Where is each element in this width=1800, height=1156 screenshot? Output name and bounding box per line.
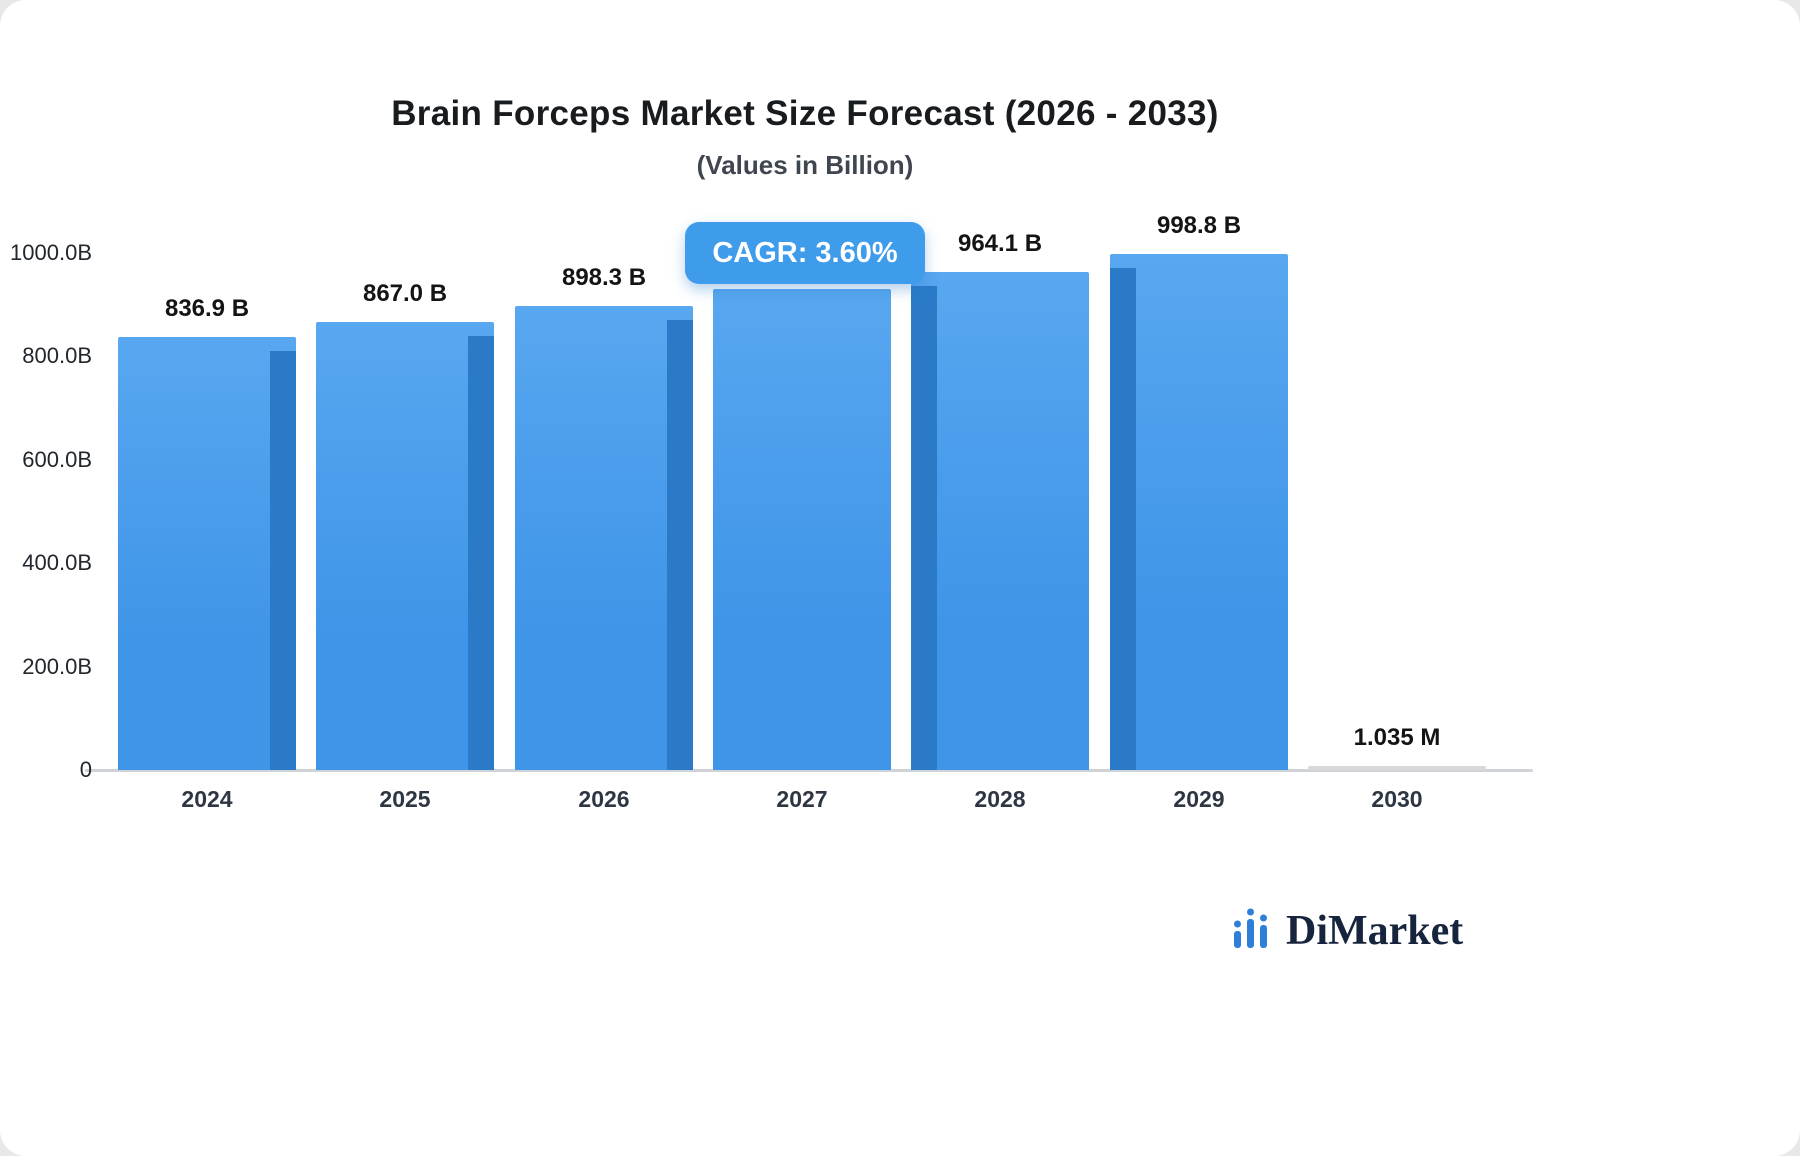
bar-value-label: 998.8 B <box>1156 212 1242 239</box>
bar-2026 <box>515 306 693 770</box>
x-axis-line <box>85 769 1533 772</box>
y-axis-tick-label: 200.0B <box>22 653 92 679</box>
bar-2025 <box>316 322 494 770</box>
bar-value-label: 867.0 B <box>362 280 448 307</box>
bar-side-shade <box>1110 268 1136 770</box>
x-axis-label: 2029 <box>1173 786 1225 812</box>
bar-2027 <box>713 289 891 770</box>
x-axis-label: 2026 <box>578 786 630 812</box>
bar-value-label: 836.9 B <box>164 295 250 322</box>
bar-2024 <box>118 337 296 770</box>
bar-value-label: 1.035 M <box>1353 724 1441 751</box>
x-axis-label: 2027 <box>776 786 828 812</box>
bar-2029 <box>1110 254 1288 770</box>
y-axis-tick-label: 800.0B <box>22 343 92 369</box>
chart-title: Brain Forceps Market Size Forecast (2026… <box>391 94 1219 133</box>
bar-value-label: 898.3 B <box>561 264 647 291</box>
bar-2028 <box>911 272 1089 770</box>
y-axis-tick-label: 600.0B <box>22 446 92 472</box>
y-axis-tick-label: 400.0B <box>22 550 92 576</box>
logo-text: DiMarket <box>1286 908 1464 954</box>
bar-side-shade <box>270 351 296 770</box>
x-axis-label: 2024 <box>181 786 233 812</box>
bar-side-shade <box>468 336 494 770</box>
cagr-badge: CAGR: 3.60% <box>685 222 925 284</box>
bar-side-shade <box>667 320 693 770</box>
bar-side-shade <box>911 286 937 770</box>
bar-value-label: 964.1 B <box>957 230 1043 257</box>
x-axis-label: 2025 <box>379 786 431 812</box>
x-axis-label: 2030 <box>1371 786 1423 812</box>
dimarket-logo: DiMarket <box>1228 904 1463 952</box>
mini-bar-chart-icon <box>1234 908 1267 948</box>
y-axis-tick-label: 0 <box>79 757 92 782</box>
bar-2030 <box>1308 766 1486 770</box>
chart-subtitle: (Values in Billion) <box>696 150 914 180</box>
x-axis-label: 2028 <box>974 786 1026 812</box>
y-axis-tick-label: 1000.0B <box>10 240 92 265</box>
